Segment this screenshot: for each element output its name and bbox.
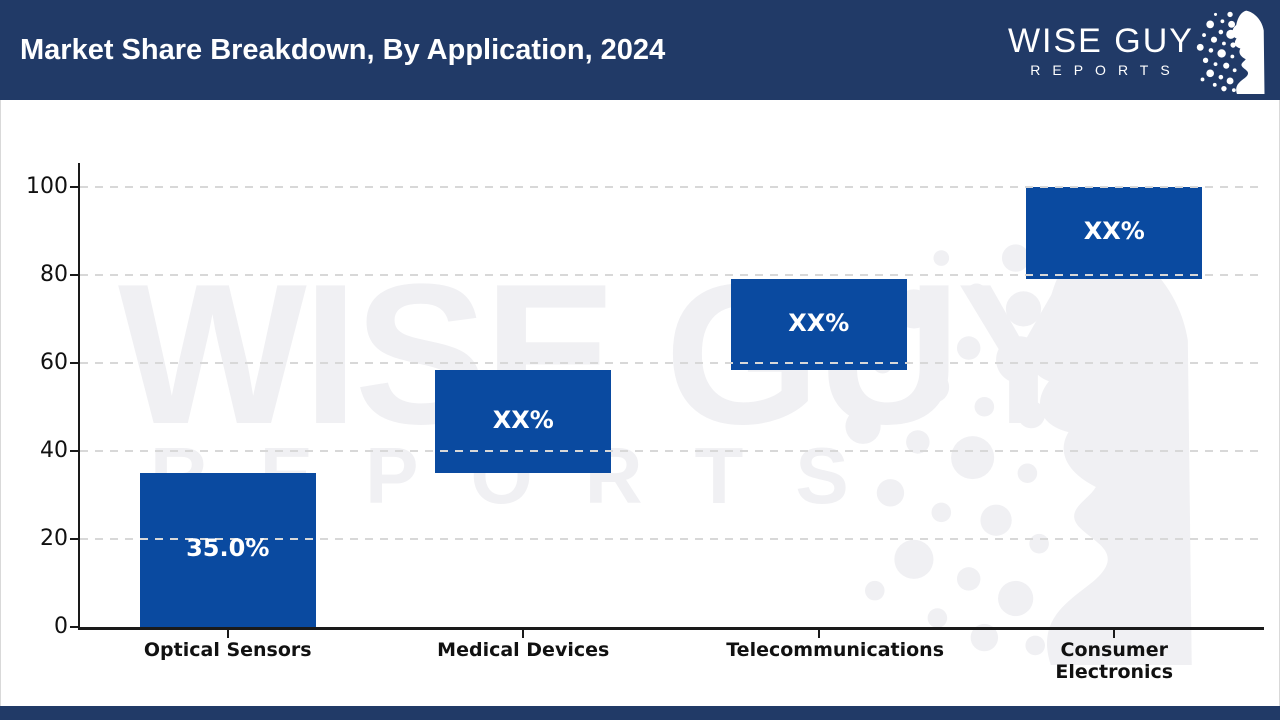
dotted-face-icon bbox=[1196, 10, 1265, 94]
category-label: Telecommunications bbox=[726, 639, 945, 661]
gridline-100 bbox=[80, 186, 1262, 188]
gridline-40 bbox=[80, 450, 1262, 452]
y-axis-line bbox=[78, 163, 80, 629]
bar-label-telecommunications: XX% bbox=[788, 308, 850, 337]
y-tick-label-20: 20 bbox=[40, 526, 68, 551]
footer-bar bbox=[0, 706, 1280, 720]
y-tick-label-100: 100 bbox=[26, 174, 68, 199]
page-title: Market Share Breakdown, By Application, … bbox=[20, 34, 666, 66]
bar-optical-sensors bbox=[139, 473, 316, 627]
y-tick-label-60: 60 bbox=[40, 350, 68, 375]
gridline-80 bbox=[80, 274, 1262, 276]
x-tick-label-optical-sensors: Optical Sensors bbox=[28, 639, 428, 662]
category-label: Consumer Electronics bbox=[1055, 639, 1174, 683]
gridline-60 bbox=[80, 362, 1262, 364]
x-axis-line bbox=[78, 627, 1264, 630]
x-tick-label-medical-devices: Medical Devices bbox=[323, 639, 723, 662]
y-tick-20 bbox=[70, 538, 78, 540]
logo-tagline: REPORTS bbox=[1030, 62, 1182, 78]
y-tick-80 bbox=[70, 274, 78, 276]
x-tick-consumer-electronics bbox=[1113, 630, 1116, 638]
gridline-20 bbox=[80, 538, 1262, 540]
logo-text: WISE GUY REPORTS bbox=[1008, 22, 1194, 78]
bar-label-optical-sensors: 35.0% bbox=[186, 534, 270, 562]
bar-medical-devices bbox=[435, 370, 612, 473]
x-tick-telecommunications bbox=[817, 630, 820, 638]
y-tick-label-40: 40 bbox=[40, 438, 68, 463]
y-tick-60 bbox=[70, 362, 78, 364]
x-tick-medical-devices bbox=[522, 630, 525, 638]
y-tick-40 bbox=[70, 450, 78, 452]
y-tick-label-80: 80 bbox=[40, 262, 68, 287]
y-tick-100 bbox=[70, 186, 78, 188]
x-tick-label-consumer-electronics: Consumer Electronics bbox=[914, 639, 1280, 684]
category-label: Medical Devices bbox=[437, 639, 610, 661]
wise-guy-reports-logo: WISE GUY REPORTS bbox=[1008, 6, 1270, 94]
logo-name: WISE GUY bbox=[1007, 22, 1194, 60]
x-tick-optical-sensors bbox=[226, 630, 229, 638]
bar-label-consumer-electronics: XX% bbox=[1083, 216, 1145, 245]
header-bar: Market Share Breakdown, By Application, … bbox=[0, 0, 1280, 100]
category-label: Optical Sensors bbox=[143, 639, 312, 661]
y-tick-label-0: 0 bbox=[54, 614, 68, 639]
bar-label-medical-devices: XX% bbox=[492, 405, 554, 434]
y-tick-0 bbox=[70, 626, 78, 628]
